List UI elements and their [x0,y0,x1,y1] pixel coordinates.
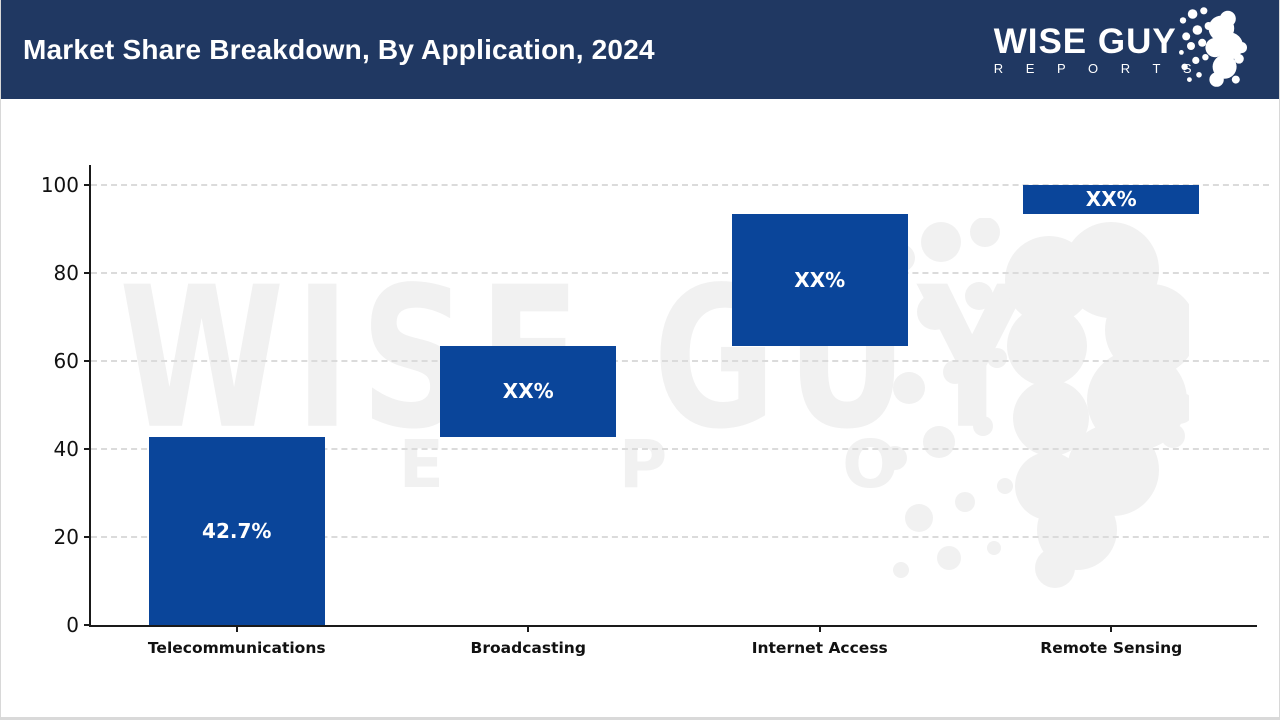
bar-value-label: XX% [1085,187,1137,212]
y-tick-label: 20 [53,525,79,549]
bar-internet-access: XX% [731,213,908,346]
brand-reports-label: R E P O R T S [993,61,1201,76]
gridline [91,272,1269,274]
brand-wordmark: WISE GUY [993,22,1177,61]
x-axis-label-telecommunications: Telecommunications [147,639,326,657]
y-tick-mark [84,536,91,538]
header: Market Share Breakdown, By Application, … [1,0,1279,99]
y-tick-mark [84,624,91,626]
y-tick-mark [84,272,91,274]
gridline [91,360,1269,362]
page-title: Market Share Breakdown, By Application, … [23,33,655,65]
y-tick-label: 80 [53,261,79,285]
x-axis-label-internet-access: Internet Access [751,639,888,657]
x-tick-mark [1110,625,1113,632]
y-tick-mark [84,360,91,362]
y-tick-mark [84,184,91,186]
y-tick-label: 100 [40,173,79,197]
brand-logo: WISE GUY R E P O R T S [994,0,1247,99]
x-tick-mark [235,625,238,632]
y-tick-mark [84,448,91,450]
bar-remote-sensing: XX% [1023,185,1200,214]
gridline [91,184,1269,186]
bar-value-label: XX% [794,267,846,292]
x-tick-mark [818,625,821,632]
y-tick-label: 0 [66,613,79,637]
brand-wordmark-block: WISE GUY R E P O R T S [994,24,1201,75]
x-axis-label-remote-sensing: Remote Sensing [1040,639,1183,657]
x-tick-mark [527,625,530,632]
x-axis-label-broadcasting: Broadcasting [470,639,586,657]
chart-area: 0 20 40 60 80 100 42.7% Telecommunications XX% Br… [41,165,1269,657]
brand-face-icon [1179,6,1247,87]
gridline [91,448,1269,450]
y-tick-label: 60 [53,349,79,373]
gridline [91,536,1269,538]
y-tick-label: 40 [53,437,79,461]
bar-value-label: 42.7% [202,519,272,544]
bar-broadcasting: XX% [440,345,617,438]
bar-value-label: XX% [502,379,554,404]
bar-telecommunications: 42.7% [148,437,325,625]
